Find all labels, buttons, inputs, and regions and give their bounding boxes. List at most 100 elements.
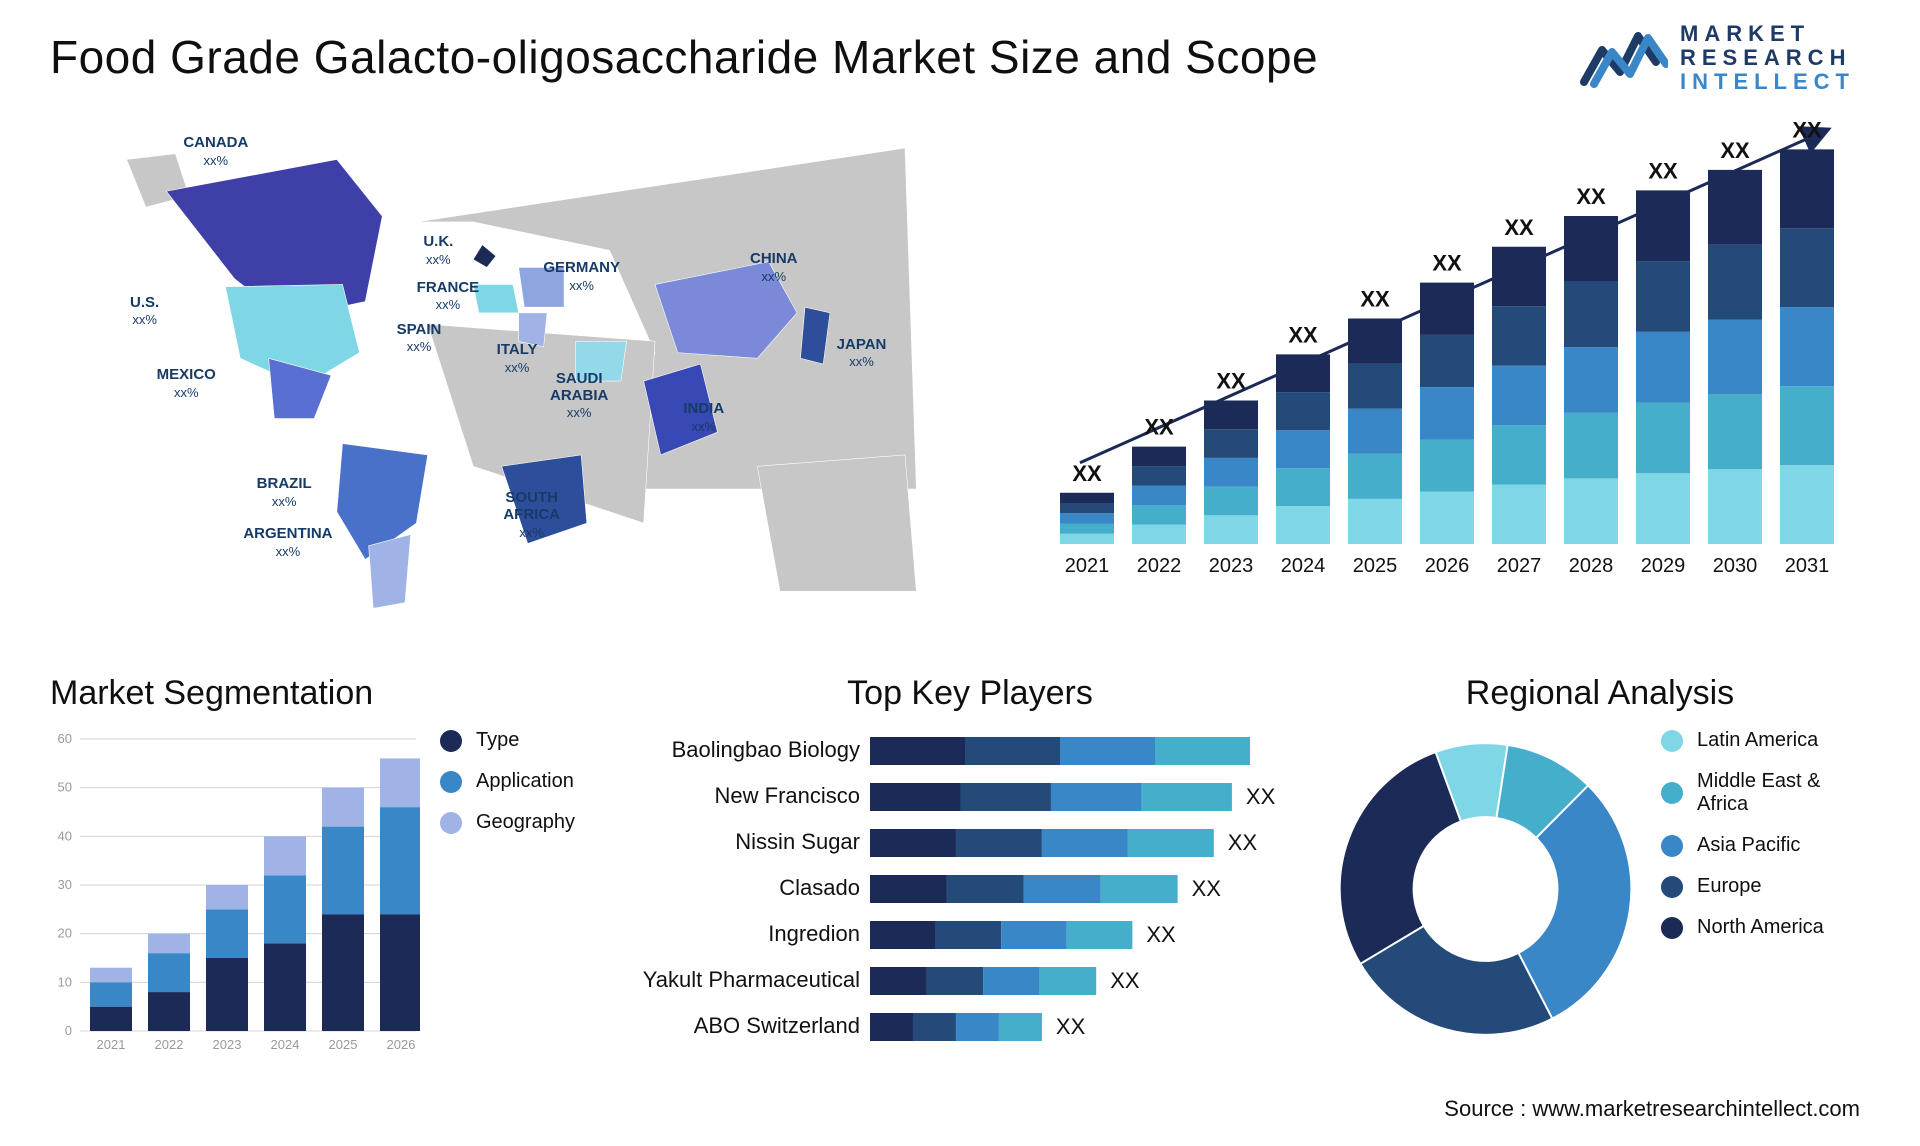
forecast-bar-segment: [1420, 439, 1474, 491]
player-bar-segment: [1040, 967, 1097, 995]
legend-item: Geography: [440, 811, 575, 834]
forecast-bar-segment: [1708, 245, 1762, 320]
forecast-bar-segment: [1708, 394, 1762, 469]
legend-swatch-icon: [440, 812, 462, 834]
player-value-label: XX: [1056, 1014, 1086, 1039]
player-bar-segment: [870, 1013, 913, 1041]
forecast-bar-segment: [1132, 525, 1186, 544]
player-name-label: ABO Switzerland: [694, 1013, 860, 1038]
map-country-label: CHINAxx%: [750, 250, 798, 285]
forecast-bar-segment: [1060, 524, 1114, 534]
forecast-year-label: 2030: [1713, 555, 1758, 577]
player-bar-segment: [999, 1013, 1042, 1041]
player-bar-segment: [1141, 783, 1231, 811]
map-country-label: JAPANxx%: [837, 336, 887, 371]
player-bar-segment: [960, 783, 1050, 811]
forecast-bar-segment: [1492, 306, 1546, 365]
player-value-label: XX: [1228, 830, 1258, 855]
forecast-bar-segment: [1276, 392, 1330, 430]
legend-swatch-icon: [440, 730, 462, 752]
forecast-bar-segment: [1276, 468, 1330, 506]
y-axis-label: 60: [58, 731, 72, 746]
forecast-bar-segment: [1276, 430, 1330, 468]
y-axis-label: 30: [58, 877, 72, 892]
legend-label: Latin America: [1697, 729, 1818, 752]
player-bar-segment: [947, 875, 1024, 903]
forecast-bar-value: XX: [1288, 322, 1318, 347]
legend-label: Asia Pacific: [1697, 834, 1800, 857]
segmentation-bar-segment: [380, 914, 420, 1031]
map-country-label: U.K.xx%: [423, 233, 453, 268]
legend-item: Middle East & Africa: [1661, 770, 1870, 816]
player-bar-segment: [870, 829, 956, 857]
segmentation-bar-segment: [90, 1007, 132, 1031]
brand-logo: MARKET RESEARCH INTELLECT: [1580, 22, 1855, 95]
legend-item: Asia Pacific: [1661, 834, 1870, 857]
player-name-label: Ingredion: [768, 921, 860, 946]
segmentation-bar-segment: [206, 885, 248, 909]
forecast-bar-segment: [1636, 261, 1690, 332]
map-region: [473, 284, 518, 312]
forecast-year-label: 2022: [1137, 555, 1182, 577]
segmentation-bar-segment: [264, 875, 306, 943]
segmentation-bar-segment: [380, 758, 420, 807]
forecast-year-label: 2021: [1065, 555, 1110, 577]
player-bar-segment: [927, 967, 984, 995]
forecast-bar-value: XX: [1432, 251, 1462, 276]
segmentation-bar-chart: 0102030405060202120222023202420252026: [50, 729, 420, 1059]
logo-text: MARKET RESEARCH INTELLECT: [1680, 22, 1855, 95]
segmentation-bar-segment: [206, 909, 248, 958]
forecast-year-label: 2023: [1209, 555, 1254, 577]
forecast-bar-segment: [1348, 499, 1402, 544]
legend-swatch-icon: [1661, 730, 1683, 752]
segmentation-year-label: 2025: [329, 1037, 358, 1052]
forecast-stacked-bar-chart: XX2021XX2022XX2023XX2024XX2025XX2026XX20…: [1050, 114, 1880, 614]
map-country-label: FRANCExx%: [417, 279, 480, 314]
forecast-bar-value: XX: [1792, 117, 1822, 142]
legend-item: Type: [440, 729, 575, 752]
regional-legend: Latin America Middle East & Africa Asia Pa…: [1661, 729, 1870, 1074]
segmentation-year-label: 2022: [155, 1037, 184, 1052]
forecast-bar-segment: [1276, 506, 1330, 544]
forecast-chart-panel: XX2021XX2022XX2023XX2024XX2025XX2026XX20…: [1050, 114, 1880, 644]
segmentation-bar-segment: [90, 968, 132, 983]
player-bar-segment: [1060, 737, 1155, 765]
forecast-bar-segment: [1132, 466, 1186, 485]
forecast-bar-segment: [1204, 458, 1258, 487]
player-bar-segment: [870, 737, 965, 765]
forecast-bar-segment: [1060, 493, 1114, 503]
segmentation-heading: Market Segmentation: [50, 674, 610, 713]
player-name-label: Yakult Pharmaceutical: [643, 967, 860, 992]
player-name-label: Clasado: [779, 875, 860, 900]
forecast-bar-value: XX: [1360, 287, 1390, 312]
world-map-panel: CANADAxx%U.S.xx%MEXICOxx%BRAZILxx%ARGENT…: [50, 114, 1010, 644]
player-bar-segment: [913, 1013, 956, 1041]
map-country-label: GERMANYxx%: [543, 259, 620, 294]
forecast-bar-segment: [1348, 454, 1402, 499]
player-value-label: XX: [1246, 784, 1276, 809]
forecast-bar-segment: [1204, 487, 1258, 516]
map-region: [473, 245, 496, 268]
player-bar-segment: [936, 921, 1002, 949]
forecast-bar-segment: [1780, 149, 1834, 228]
donut-slice: [1340, 752, 1461, 964]
forecast-bar-segment: [1708, 469, 1762, 544]
forecast-bar-segment: [1060, 503, 1114, 513]
legend-label: Middle East & Africa: [1697, 770, 1870, 816]
player-bar-segment: [1067, 921, 1133, 949]
forecast-bar-segment: [1636, 473, 1690, 544]
segmentation-year-label: 2026: [387, 1037, 416, 1052]
logo-line-1: MARKET: [1680, 22, 1855, 46]
player-bar-segment: [956, 1013, 999, 1041]
map-region: [757, 455, 916, 591]
legend-swatch-icon: [440, 771, 462, 793]
forecast-bar-segment: [1636, 190, 1690, 261]
legend-label: Europe: [1697, 875, 1762, 898]
forecast-bar-value: XX: [1072, 461, 1102, 486]
player-bar-segment: [1042, 829, 1128, 857]
forecast-bar-segment: [1420, 283, 1474, 335]
map-country-label: SOUTHAFRICAxx%: [503, 489, 560, 541]
segmentation-year-label: 2023: [213, 1037, 242, 1052]
logo-mark-icon: [1580, 22, 1668, 94]
map-country-label: BRAZILxx%: [257, 475, 312, 510]
